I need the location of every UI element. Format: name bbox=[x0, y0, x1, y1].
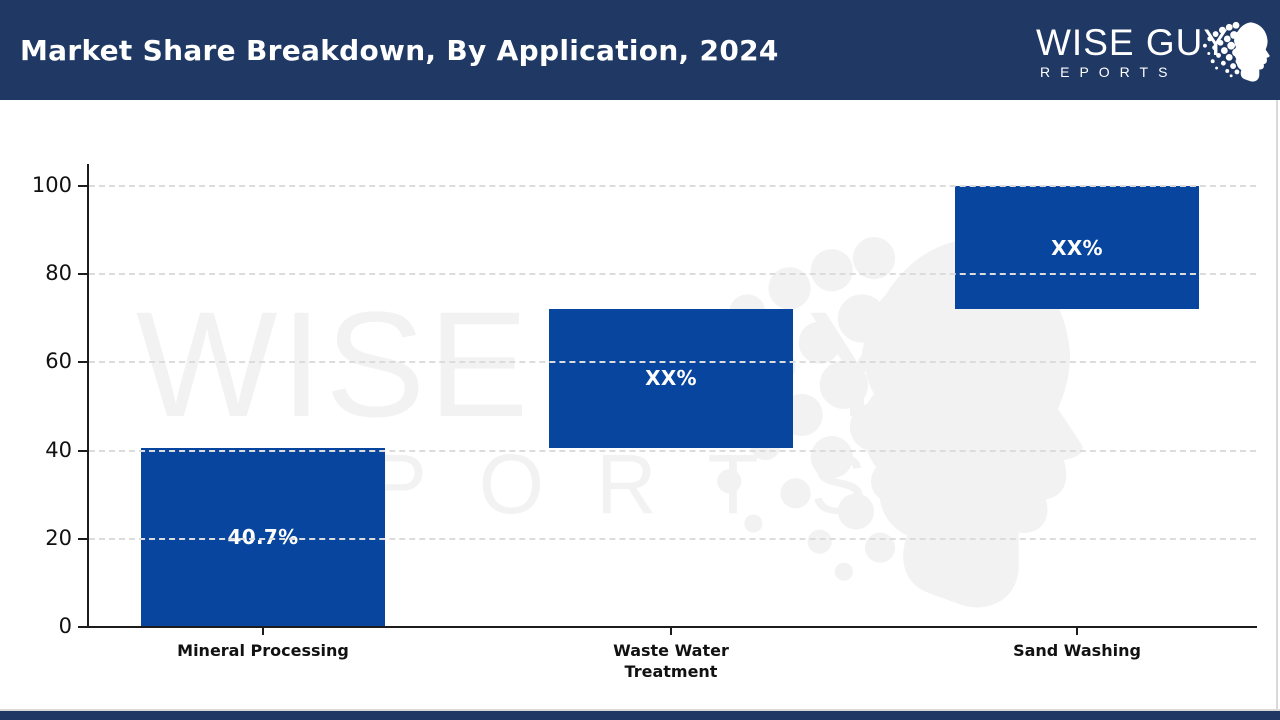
bar-value-label: XX% bbox=[645, 366, 697, 391]
y-tick-100 bbox=[78, 185, 87, 187]
y-tick-80 bbox=[78, 273, 87, 276]
header-bar: Market Share Breakdown, By Application, … bbox=[0, 0, 1280, 100]
x-axis-spine bbox=[87, 626, 1257, 628]
y-tick-label-100: 100 bbox=[31, 173, 72, 197]
logo-subtitle: REPORTS bbox=[1040, 64, 1178, 80]
x-category-label-line: Mineral Processing bbox=[177, 641, 349, 660]
gridline-40 bbox=[89, 449, 1256, 452]
x-category-label: Mineral Processing bbox=[153, 640, 373, 661]
x-tick-1 bbox=[262, 628, 264, 635]
bar-value-label: 40.7% bbox=[227, 525, 299, 550]
y-tick-label-60: 60 bbox=[45, 349, 72, 374]
x-tick-2 bbox=[670, 628, 672, 635]
x-tick-3 bbox=[1076, 628, 1078, 635]
y-tick-label-80: 80 bbox=[45, 261, 72, 286]
y-axis-spine bbox=[87, 164, 89, 628]
y-tick-0 bbox=[78, 626, 87, 628]
y-tick-60 bbox=[78, 361, 87, 364]
gridline-80 bbox=[89, 273, 1256, 276]
bar-segment-3: XX% bbox=[955, 186, 1199, 310]
y-tick-40 bbox=[78, 449, 87, 452]
x-category-label-line: Waste Water bbox=[613, 641, 729, 660]
y-tick-label-40: 40 bbox=[45, 437, 72, 462]
gridline-100 bbox=[89, 185, 1256, 187]
gridline-60 bbox=[89, 361, 1256, 364]
footer-bar bbox=[0, 711, 1280, 720]
frame-border-bottom bbox=[0, 709, 1280, 711]
bar-value-label: XX% bbox=[1051, 235, 1103, 260]
bar-segment-2: XX% bbox=[549, 309, 793, 448]
wise-guy-reports-logo: WISE GUY REPORTS bbox=[1010, 6, 1272, 96]
gridline-20 bbox=[89, 537, 1256, 540]
y-tick-20 bbox=[78, 537, 87, 540]
x-category-label: Waste Water Treatment bbox=[561, 640, 781, 682]
y-tick-label-20: 20 bbox=[45, 525, 72, 550]
x-category-label-line: Treatment bbox=[624, 662, 718, 681]
dotted-head-icon bbox=[1202, 10, 1270, 94]
y-tick-label-0: 0 bbox=[58, 614, 72, 638]
chart-title: Market Share Breakdown, By Application, … bbox=[20, 34, 779, 67]
frame-border-right bbox=[1276, 100, 1278, 711]
logo-wordmark: WISE GUY bbox=[1036, 22, 1230, 63]
bar-segment-1: 40.7% bbox=[141, 447, 385, 627]
x-category-label-line: Sand Washing bbox=[1013, 641, 1141, 660]
x-category-label: Sand Washing bbox=[967, 640, 1187, 661]
